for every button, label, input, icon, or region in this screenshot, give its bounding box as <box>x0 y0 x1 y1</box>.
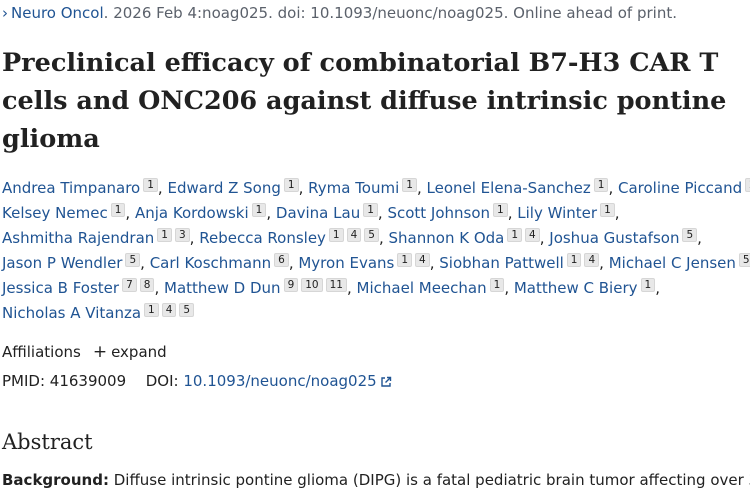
affiliation-badge[interactable]: 1 <box>600 203 615 217</box>
affiliation-badge[interactable]: 4 <box>584 253 600 267</box>
affiliation-badge[interactable]: 5 <box>364 228 379 242</box>
affiliation-badge[interactable]: 1 <box>144 303 159 317</box>
author-link[interactable]: Leonel Elena-Sanchez <box>426 179 591 197</box>
author-link[interactable]: Rebecca Ronsley <box>199 229 326 247</box>
doi-value: 10.1093/neuonc/noag025 <box>183 372 377 390</box>
affiliation-badge[interactable]: 11 <box>325 278 347 292</box>
affiliation-badge[interactable]: 5 <box>738 253 750 267</box>
author-link[interactable]: Davina Lau <box>275 204 361 222</box>
affiliation-badge[interactable]: 1 <box>251 203 267 217</box>
affiliation-badge[interactable]: 1 <box>507 228 523 242</box>
citation-line: › Neuro Oncol. 2026 Feb 4:noag025. doi: 1… <box>2 3 677 23</box>
affiliation-badge[interactable]: 10 <box>301 278 323 292</box>
affiliation-badge[interactable]: 2 <box>745 178 750 192</box>
affiliation-badge[interactable]: 4 <box>525 228 540 242</box>
author-link[interactable]: Shannon K Oda <box>388 229 505 247</box>
affiliation-badge[interactable]: 4 <box>415 253 430 267</box>
author-link[interactable]: Carl Koschmann <box>149 254 272 272</box>
journal-link[interactable]: Neuro Oncol <box>11 4 104 22</box>
author-link[interactable]: Scott Johnson <box>387 204 491 222</box>
author-link[interactable]: Matthew C Biery <box>513 279 638 297</box>
author-link[interactable]: Caroline Piccand <box>617 179 743 197</box>
citation-details: . 2026 Feb 4:noag025. doi: 10.1093/neuon… <box>103 4 677 22</box>
affiliation-badge[interactable]: 1 <box>328 228 344 242</box>
author-link[interactable]: Ashmitha Rajendran <box>2 229 155 247</box>
author-link[interactable]: Lily Winter <box>517 204 598 222</box>
author-link[interactable]: Siobhan Pattwell <box>439 254 564 272</box>
affiliation-badge[interactable]: 1 <box>110 203 126 217</box>
background-label: Background: <box>2 471 109 489</box>
expand-affiliations-button[interactable]: + expand <box>92 342 167 362</box>
doi-link[interactable]: 10.1093/neuonc/noag025 <box>183 372 391 390</box>
affiliation-badge[interactable]: 1 <box>402 178 417 192</box>
affiliation-badge[interactable]: 1 <box>397 253 413 267</box>
background-text: Diffuse intrinsic pontine glioma (DIPG) … <box>108 471 750 489</box>
author-link[interactable]: Michael Meechan <box>356 279 487 297</box>
authors-line-5: Jessica B Foster 7 8, Matthew D Dun 9 10 11, … <box>2 278 660 297</box>
affiliation-badge[interactable]: 4 <box>346 228 362 242</box>
doi-label: DOI: <box>145 372 179 390</box>
author-link[interactable]: Andrea Timpanaro <box>2 179 141 197</box>
article-title: Preclinical efficacy of combinatorial B7… <box>2 48 727 154</box>
author-link[interactable]: Joshua Gustafson <box>549 229 680 247</box>
affiliation-badge[interactable]: 6 <box>274 253 289 267</box>
identifiers-row: PMID: 41639009 DOI: 10.1093/neuonc/noag0… <box>2 371 392 393</box>
affiliation-badge[interactable]: 1 <box>283 178 299 192</box>
affiliation-badge[interactable]: 5 <box>179 303 195 317</box>
authors-line-2: Kelsey Nemec 1, Anja Kordowski 1, Davina L… <box>2 203 620 222</box>
authors-line-3: Ashmitha Rajendran 1 3, Rebecca Ronsley 1 4 5… <box>2 228 702 247</box>
affiliation-badge[interactable]: 5 <box>125 253 141 267</box>
author-link[interactable]: Anja Kordowski <box>134 204 249 222</box>
author-link[interactable]: Ryma Toumi <box>308 179 400 197</box>
authors-line-4: Jason P Wendler 5, Carl Koschmann 6, Myron… <box>2 253 750 273</box>
abstract-background: Background: Diffuse intrinsic pontine gl… <box>2 470 750 490</box>
author-link[interactable]: Myron Evans <box>298 254 395 272</box>
abstract-heading: Abstract <box>2 430 93 454</box>
affiliation-badge[interactable]: 9 <box>283 278 299 292</box>
affiliation-badge[interactable]: 1 <box>489 278 505 292</box>
author-link[interactable]: Jason P Wendler <box>2 254 123 272</box>
affiliation-badge[interactable]: 1 <box>593 178 609 192</box>
abstract-next-line-cutoff <box>2 493 742 500</box>
pmid-label: PMID: <box>2 372 46 390</box>
pmid-value: 41639009 <box>49 372 127 390</box>
affiliation-badge[interactable]: 8 <box>139 278 155 292</box>
author-link[interactable]: Jessica B Foster <box>2 279 120 297</box>
affiliation-badge[interactable]: 1 <box>640 278 656 292</box>
author-link[interactable]: Edward Z Song <box>167 179 281 197</box>
affiliation-badge[interactable]: 4 <box>161 303 177 317</box>
author-link[interactable]: Kelsey Nemec <box>2 204 108 222</box>
authors-line-6: Nicholas A Vitanza 1 4 5 <box>2 303 195 323</box>
affiliation-badge[interactable]: 1 <box>157 228 172 242</box>
affiliation-badge[interactable]: 3 <box>174 228 190 242</box>
affiliations-label: Affiliations <box>2 343 81 361</box>
author-link[interactable]: Michael C Jensen <box>608 254 736 272</box>
external-link-icon <box>380 373 392 393</box>
affiliation-badge[interactable]: 7 <box>122 278 137 292</box>
authors-line-1: Andrea Timpanaro 1, Edward Z Song 1, Ryma … <box>2 178 750 198</box>
affiliation-badge[interactable]: 1 <box>363 203 378 217</box>
affiliations-row: Affiliations + expand <box>2 342 167 362</box>
affiliation-badge[interactable]: 1 <box>493 203 508 217</box>
plus-icon: + <box>92 342 108 362</box>
chevron-right-icon: › <box>2 4 8 22</box>
author-link[interactable]: Nicholas A Vitanza <box>2 304 142 322</box>
affiliation-badge[interactable]: 1 <box>566 253 582 267</box>
affiliation-badge[interactable]: 5 <box>682 228 698 242</box>
affiliation-badge[interactable]: 1 <box>143 178 158 192</box>
author-link[interactable]: Matthew D Dun <box>164 279 281 297</box>
expand-label: expand <box>111 343 167 361</box>
